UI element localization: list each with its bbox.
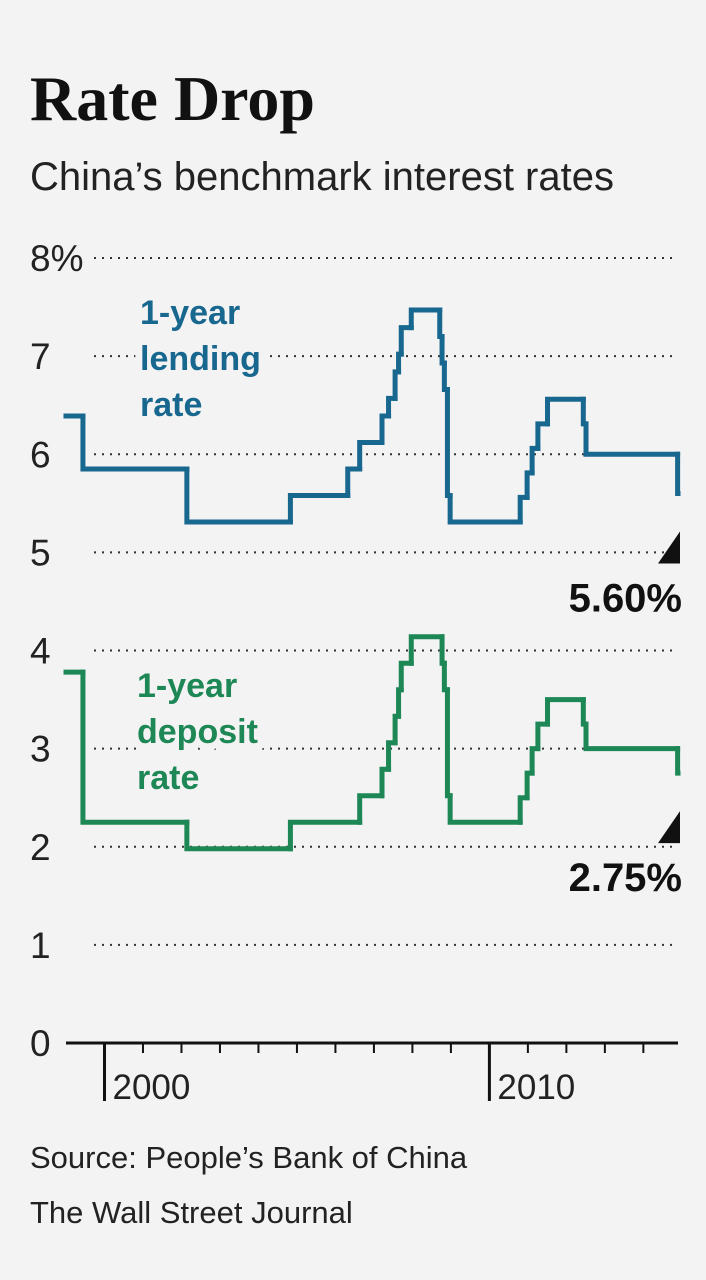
y-tick-label: 4 (30, 631, 51, 672)
value-label: 5.60% (569, 577, 682, 621)
step-segment (545, 396, 586, 427)
y-tick-label: 3 (30, 729, 51, 770)
step-segment (447, 492, 523, 525)
source: Source: People’s Bank of China (30, 1140, 468, 1175)
step-segment (386, 395, 398, 419)
step-segment (545, 697, 586, 727)
x-tick-label: 2010 (497, 1068, 575, 1107)
series-label-line: rate (137, 759, 199, 797)
series-label: 1-year deposit rate (137, 667, 258, 797)
step-segment (447, 793, 523, 825)
step-segment (379, 766, 392, 799)
step-segment (80, 413, 190, 472)
series-label-line: lending (140, 340, 261, 378)
step-segment (444, 687, 453, 799)
value-label: 2.75% (569, 856, 682, 900)
step-segment (517, 795, 530, 825)
step-segment (80, 669, 190, 825)
step-segment (379, 413, 392, 445)
step-segment (437, 307, 445, 339)
step-segment (408, 307, 443, 331)
series-label-line: 1-year (137, 667, 237, 705)
series-label: 1-year lending rate (140, 294, 261, 424)
label-pointer (658, 811, 680, 844)
step-segment (441, 360, 450, 392)
y-tick-label: 5 (30, 532, 51, 573)
x-tick-label: 2000 (112, 1068, 190, 1107)
step-segment (386, 740, 398, 772)
series-label-line: 1-year (140, 294, 240, 332)
step-segment (398, 660, 414, 693)
y-tick-label: 0 (30, 1023, 51, 1064)
step-segment (524, 470, 535, 500)
step-segment (535, 421, 551, 451)
step-segment (392, 369, 402, 401)
step-segment (524, 770, 535, 801)
step-segment (517, 494, 530, 525)
step-segment (357, 793, 385, 825)
step-segment (396, 687, 404, 719)
step-segment (439, 334, 447, 366)
label-pointer (658, 531, 680, 564)
y-tick-label: 8% (30, 238, 83, 279)
series-label-line: rate (140, 386, 202, 424)
step-segment (583, 421, 681, 457)
step-segment (184, 466, 293, 525)
step-segment (392, 713, 402, 746)
step-segment (535, 721, 551, 752)
step-segment (408, 634, 445, 666)
y-tick-label: 6 (30, 434, 51, 475)
step-segment (529, 746, 541, 776)
series-label-line: deposit (137, 713, 258, 751)
step-segment (529, 445, 541, 476)
step-segment (396, 351, 404, 375)
step-segment (441, 660, 450, 693)
step-segment (398, 325, 414, 357)
y-tick-label: 7 (30, 336, 51, 377)
y-tick-label: 2 (30, 827, 51, 868)
chart-subtitle: China’s benchmark interest rates (30, 155, 614, 199)
step-segment (444, 386, 453, 498)
chart-title: Rate Drop (30, 63, 315, 134)
step-segment (583, 721, 681, 752)
step-segment (580, 396, 589, 427)
step-segment (580, 697, 589, 727)
step-segment (345, 466, 363, 498)
step-segment (357, 439, 385, 472)
step-segment (287, 819, 363, 852)
step-segment (287, 492, 351, 525)
credit: The Wall Street Journal (30, 1195, 353, 1230)
step-segment (439, 634, 447, 666)
y-tick-label: 1 (30, 925, 51, 966)
step-segment (184, 819, 293, 852)
